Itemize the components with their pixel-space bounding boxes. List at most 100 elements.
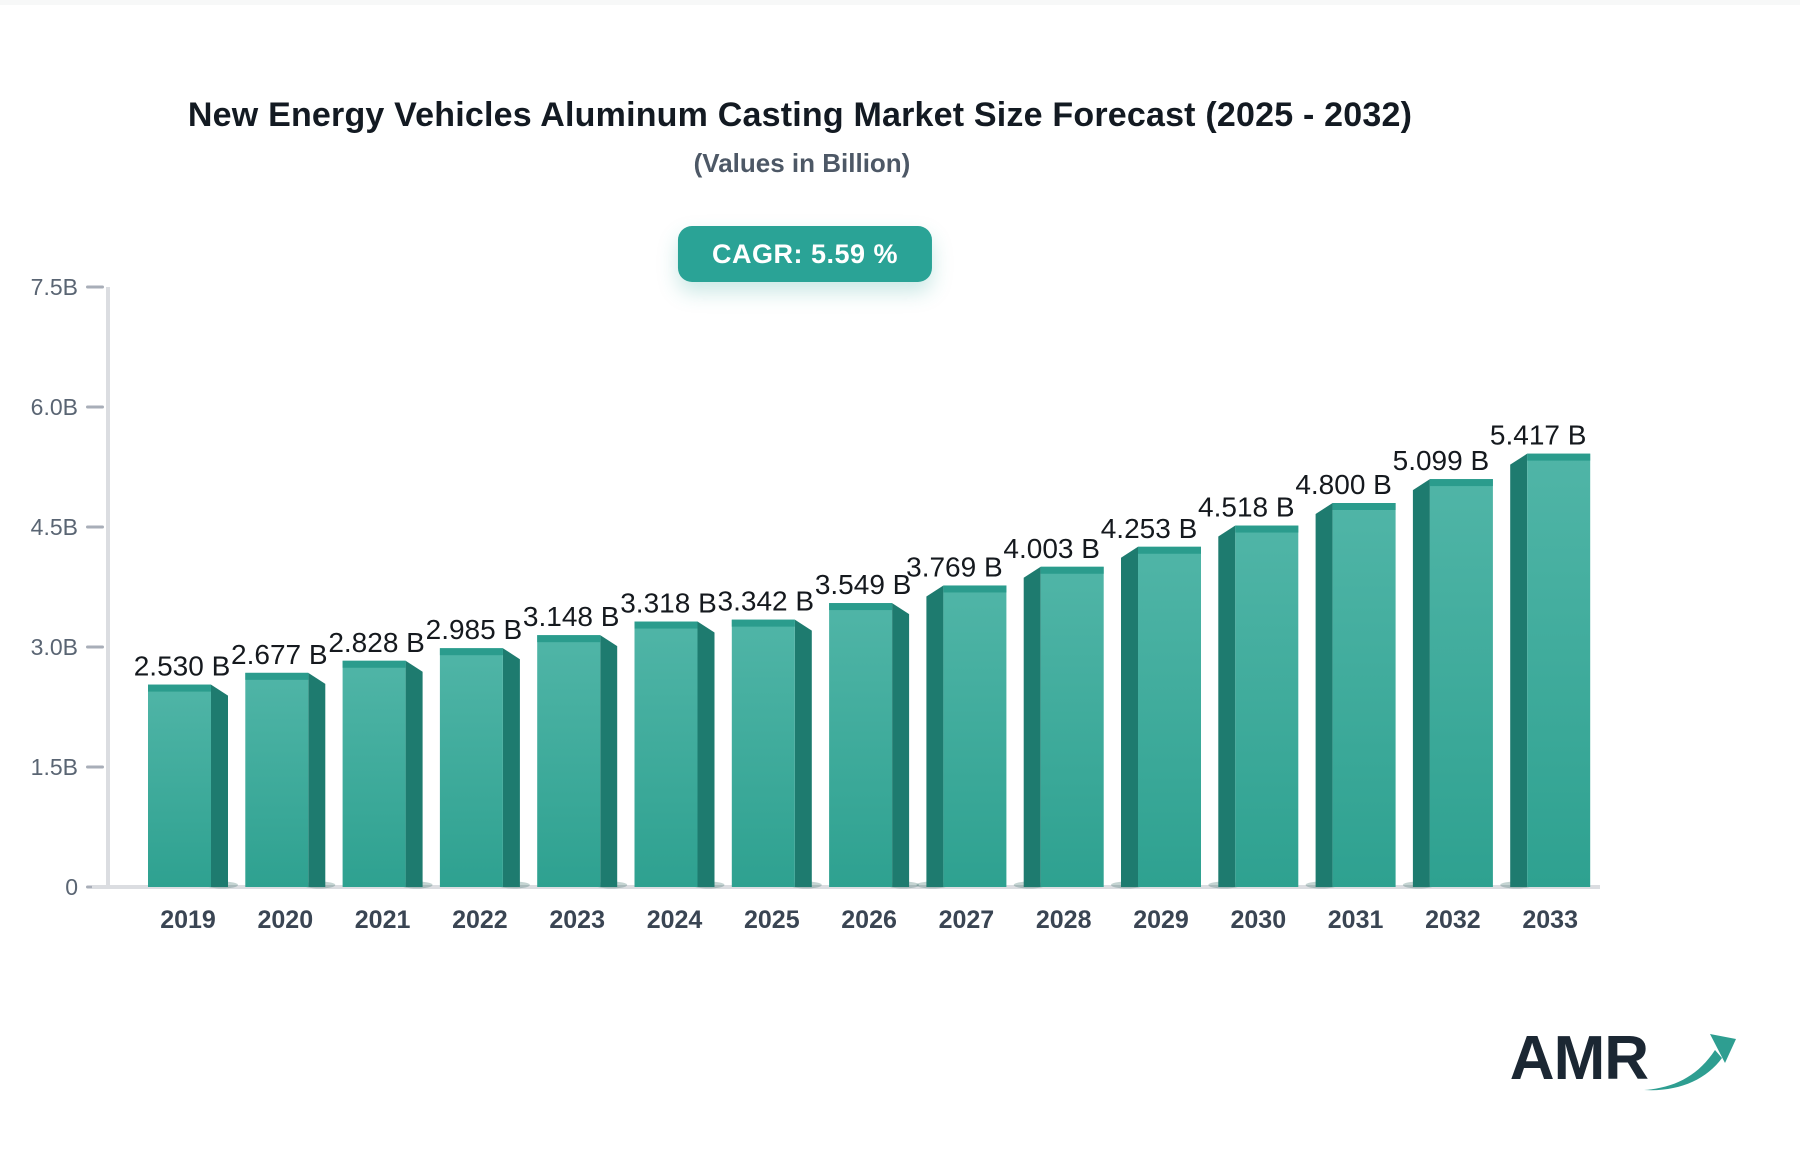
- x-axis-label-2033: 2033: [1522, 906, 1578, 934]
- bar-2023: 3.148 B 2023: [523, 601, 628, 934]
- bar-top-face: [439, 648, 503, 656]
- bar-front-face: [1332, 503, 1396, 887]
- bar-value-label: 2.828 B: [328, 627, 425, 658]
- y-axis-line: [106, 287, 110, 887]
- y-axis-tick: [86, 765, 104, 769]
- bar-2024: 3.318 B 2024: [620, 588, 725, 934]
- bar-top-face: [1040, 566, 1104, 574]
- bar-value-label: 2.530 B: [134, 651, 231, 682]
- bar-2030: 4.518 B 2030: [1198, 492, 1299, 934]
- bar-2028: 4.003 B 2028: [1003, 533, 1104, 934]
- bar-value-label: 5.417 B: [1490, 420, 1587, 451]
- bar-2029: 4.253 B 2029: [1101, 513, 1201, 934]
- bar-front-face: [1527, 453, 1591, 887]
- bar-top-face: [342, 660, 406, 668]
- bar-2025: 3.342 B 2025: [718, 586, 822, 934]
- bar-value-label: 3.148 B: [523, 601, 620, 632]
- y-axis-label-4.5B: 4.5B: [31, 514, 78, 540]
- bar-side-face: [1023, 566, 1041, 887]
- bar-side-face: [1315, 503, 1333, 887]
- bar-front-face: [634, 621, 698, 887]
- bar-top-face: [1332, 503, 1396, 510]
- y-axis-tick: [86, 645, 104, 649]
- bar-front-face: [829, 603, 893, 887]
- page-title: New Energy Vehicles Aluminum Casting Mar…: [187, 96, 1413, 134]
- bar-value-label: 4.253 B: [1101, 513, 1198, 544]
- y-axis-label-6.0B: 6.0B: [31, 394, 78, 420]
- bar-front-face: [1235, 525, 1299, 887]
- bar-value-label: 2.985 B: [426, 614, 523, 645]
- x-axis-label-2032: 2032: [1425, 906, 1481, 934]
- bar-2033: 5.417 B 2033: [1490, 420, 1591, 934]
- bar-top-face: [731, 619, 795, 627]
- bar-top-face: [943, 585, 1007, 593]
- amr-logo-text: AMR: [1509, 1024, 1649, 1093]
- y-axis-tick: [86, 525, 104, 529]
- bar-front-face: [342, 660, 406, 887]
- x-axis-label-2021: 2021: [355, 906, 411, 934]
- bar-value-label: 4.800 B: [1295, 469, 1392, 500]
- bar-side-face: [308, 672, 326, 887]
- bar-front-face: [731, 619, 795, 887]
- y-axis-label-0: 0: [65, 874, 78, 900]
- bar-value-label: 2.677 B: [231, 639, 328, 670]
- bar-2031: 4.800 B 2031: [1295, 469, 1396, 934]
- bar-value-label: 3.342 B: [718, 586, 815, 617]
- cagr-badge: CAGR: 5.59 %: [677, 226, 933, 282]
- bar-2032: 5.099 B 2032: [1393, 445, 1493, 934]
- bar-2022: 2.985 B 2022: [426, 614, 530, 934]
- bar-front-face: [537, 635, 601, 887]
- x-axis-label-2030: 2030: [1230, 906, 1286, 934]
- bar-2021: 2.828 B 2021: [328, 627, 433, 934]
- y-axis-label-3.0B: 3.0B: [31, 634, 78, 660]
- x-axis-label-2031: 2031: [1328, 906, 1384, 934]
- x-axis-label-2024: 2024: [647, 906, 703, 934]
- bar-side-face: [1510, 453, 1528, 887]
- bar-value-label: 3.549 B: [815, 569, 912, 600]
- bar-top-face: [634, 621, 698, 629]
- x-axis-label-2020: 2020: [257, 906, 313, 934]
- bar-value-label: 3.769 B: [906, 551, 1003, 582]
- bar-front-face: [1138, 546, 1201, 887]
- y-axis-tick: [86, 285, 104, 289]
- bar-2019: 2.530 B 2019: [134, 651, 238, 934]
- x-axis-label-2019: 2019: [160, 906, 216, 934]
- x-axis-label-2025: 2025: [744, 906, 800, 934]
- bar-top-face: [1235, 525, 1299, 533]
- amr-logo-arrow-icon: [1644, 1034, 1736, 1091]
- x-axis-label-2022: 2022: [452, 906, 508, 934]
- bar-side-face: [211, 684, 228, 887]
- bar-side-face: [926, 585, 944, 887]
- x-axis-label-2028: 2028: [1036, 906, 1092, 934]
- x-axis-label-2029: 2029: [1133, 906, 1189, 934]
- bar-top-face: [245, 672, 309, 680]
- bar-top-face: [537, 635, 601, 643]
- bar-front-face: [943, 585, 1007, 887]
- x-axis-label-2026: 2026: [841, 906, 897, 934]
- bar-2026: 3.549 B 2026: [815, 569, 920, 934]
- bar-top-face: [829, 603, 893, 611]
- bar-front-face: [245, 672, 309, 887]
- chart-subtitle: (Values in Billion): [693, 148, 911, 178]
- bar-value-label: 5.099 B: [1393, 445, 1490, 476]
- bar-side-face: [502, 648, 520, 887]
- y-axis-label-1.5B: 1.5B: [31, 754, 78, 780]
- bar-side-face: [405, 660, 423, 887]
- bar-front-face: [1429, 479, 1493, 887]
- bar-front-face: [1040, 566, 1104, 887]
- x-axis-label-2023: 2023: [549, 906, 605, 934]
- x-axis-label-2027: 2027: [939, 906, 995, 934]
- bar-top-face: [148, 684, 211, 692]
- bar-top-face: [1429, 479, 1493, 487]
- bar-value-label: 3.318 B: [620, 588, 717, 619]
- bar-top-face: [1527, 453, 1591, 461]
- bar-side-face: [1412, 479, 1430, 887]
- bar-side-face: [794, 619, 812, 887]
- amr-logo: AMR: [1510, 1028, 1738, 1096]
- y-axis-label-7.5B: 7.5B: [31, 274, 78, 300]
- bar-side-face: [892, 603, 910, 887]
- top-strip: [0, 0, 1800, 5]
- bar-top-face: [1138, 546, 1201, 554]
